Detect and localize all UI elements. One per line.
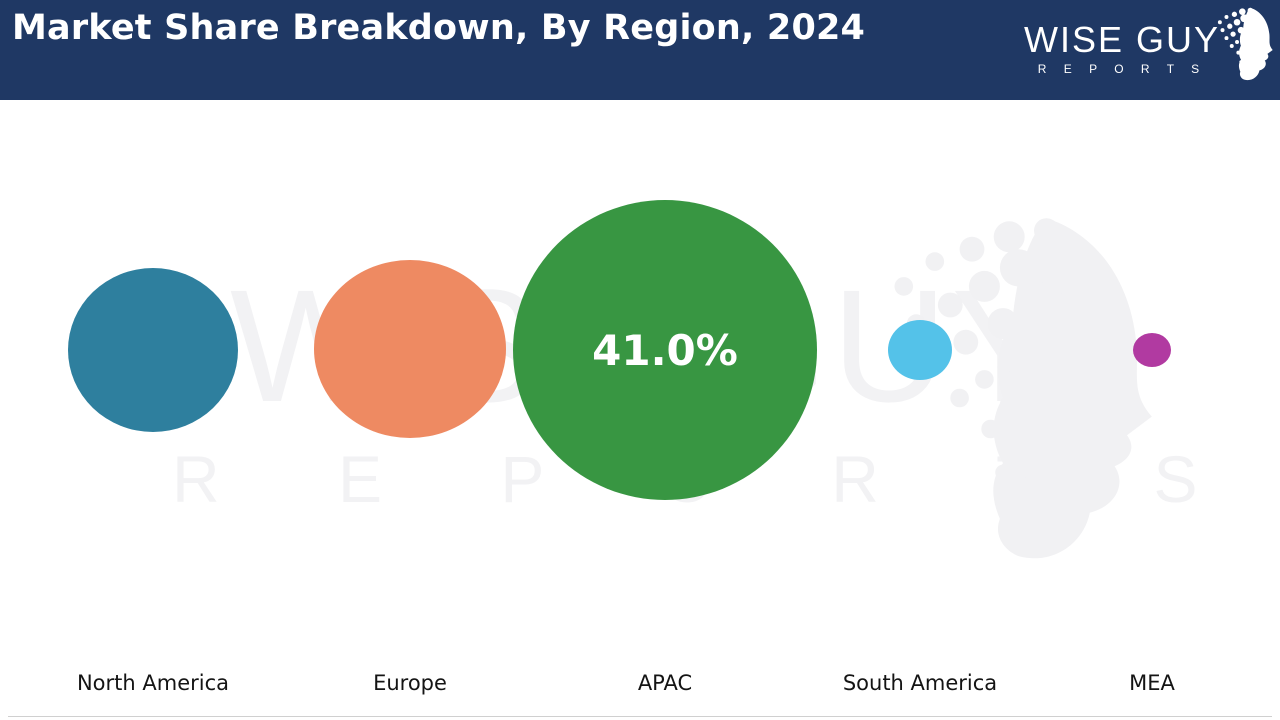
wise-guy-logo: WISE GUY R E P O R T S (1024, 6, 1274, 86)
category-label-north-america: North America (76, 671, 230, 695)
category-label-mea: MEA (1129, 671, 1175, 695)
category-label-south-america: South America (842, 671, 998, 695)
watermark-head-icon (894, 218, 1152, 559)
wise-guy-logo-text: WISE GUY R E P O R T S (1023, 19, 1220, 77)
header-bar: Market Share Breakdown, By Region, 2024 … (0, 0, 1280, 100)
bubble-value-label-apac: 41.0% (592, 325, 738, 375)
logo-subtitle: R E P O R T S (1037, 62, 1207, 76)
bubble-europe (314, 260, 506, 438)
logo-wordmark: WISE GUY (1023, 19, 1220, 60)
wise-guy-head-icon (1217, 7, 1273, 81)
bubble-mea (1133, 333, 1171, 367)
bubble-apac: 41.0% (513, 200, 817, 500)
category-label-europe: Europe (373, 671, 447, 695)
page-title: Market Share Breakdown, By Region, 2024 (12, 8, 866, 48)
category-label-apac: APAC (637, 671, 693, 695)
bubble-north-america (68, 268, 238, 432)
bottom-divider (8, 716, 1272, 717)
bubble-south-america (888, 320, 952, 380)
